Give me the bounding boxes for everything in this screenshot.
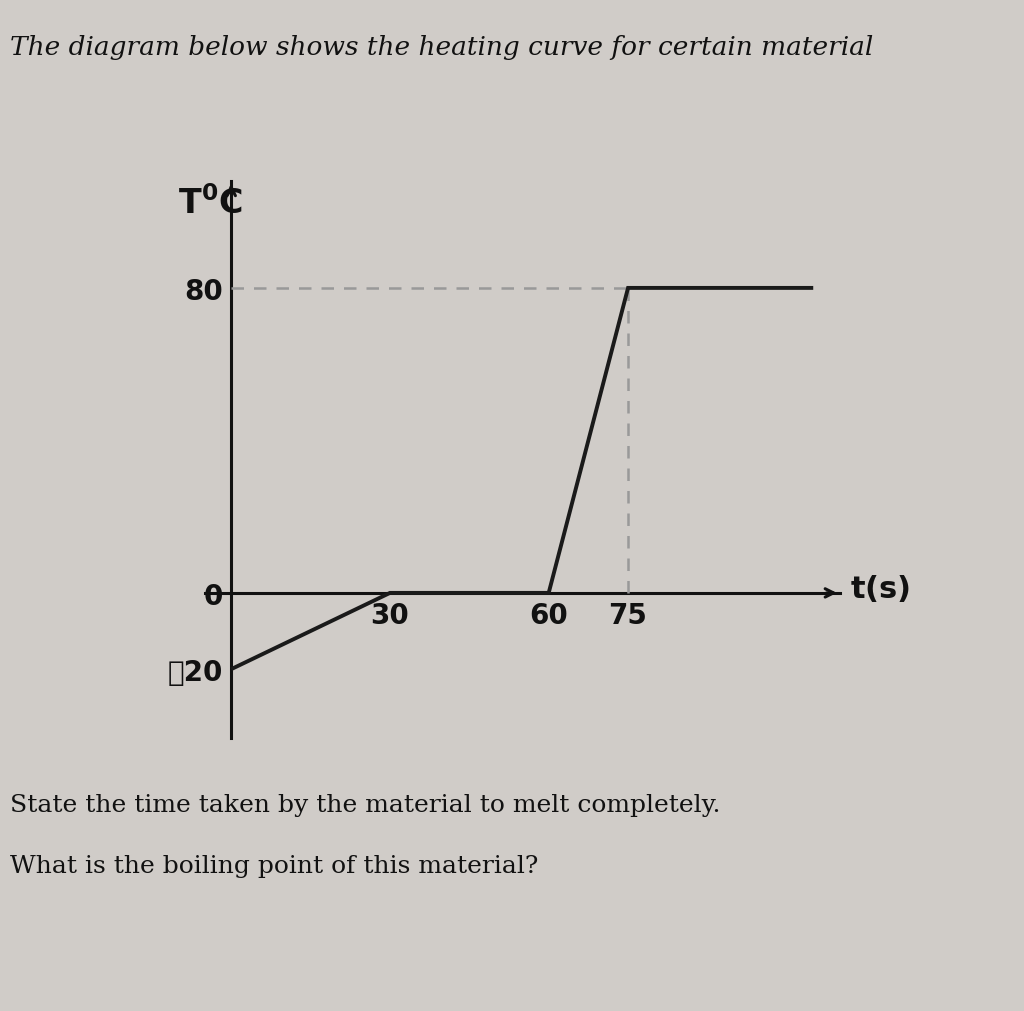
Text: State the time taken by the material to melt completely.: State the time taken by the material to … [10, 794, 721, 817]
Text: The diagram below shows the heating curve for certain material: The diagram below shows the heating curv… [10, 35, 873, 61]
Text: $\mathbf{T^0C}$: $\mathbf{T^0C}$ [178, 186, 243, 220]
Text: What is the boiling point of this material?: What is the boiling point of this materi… [10, 854, 539, 878]
Text: $\mathbf{t(s)}$: $\mathbf{t(s)}$ [850, 572, 910, 604]
